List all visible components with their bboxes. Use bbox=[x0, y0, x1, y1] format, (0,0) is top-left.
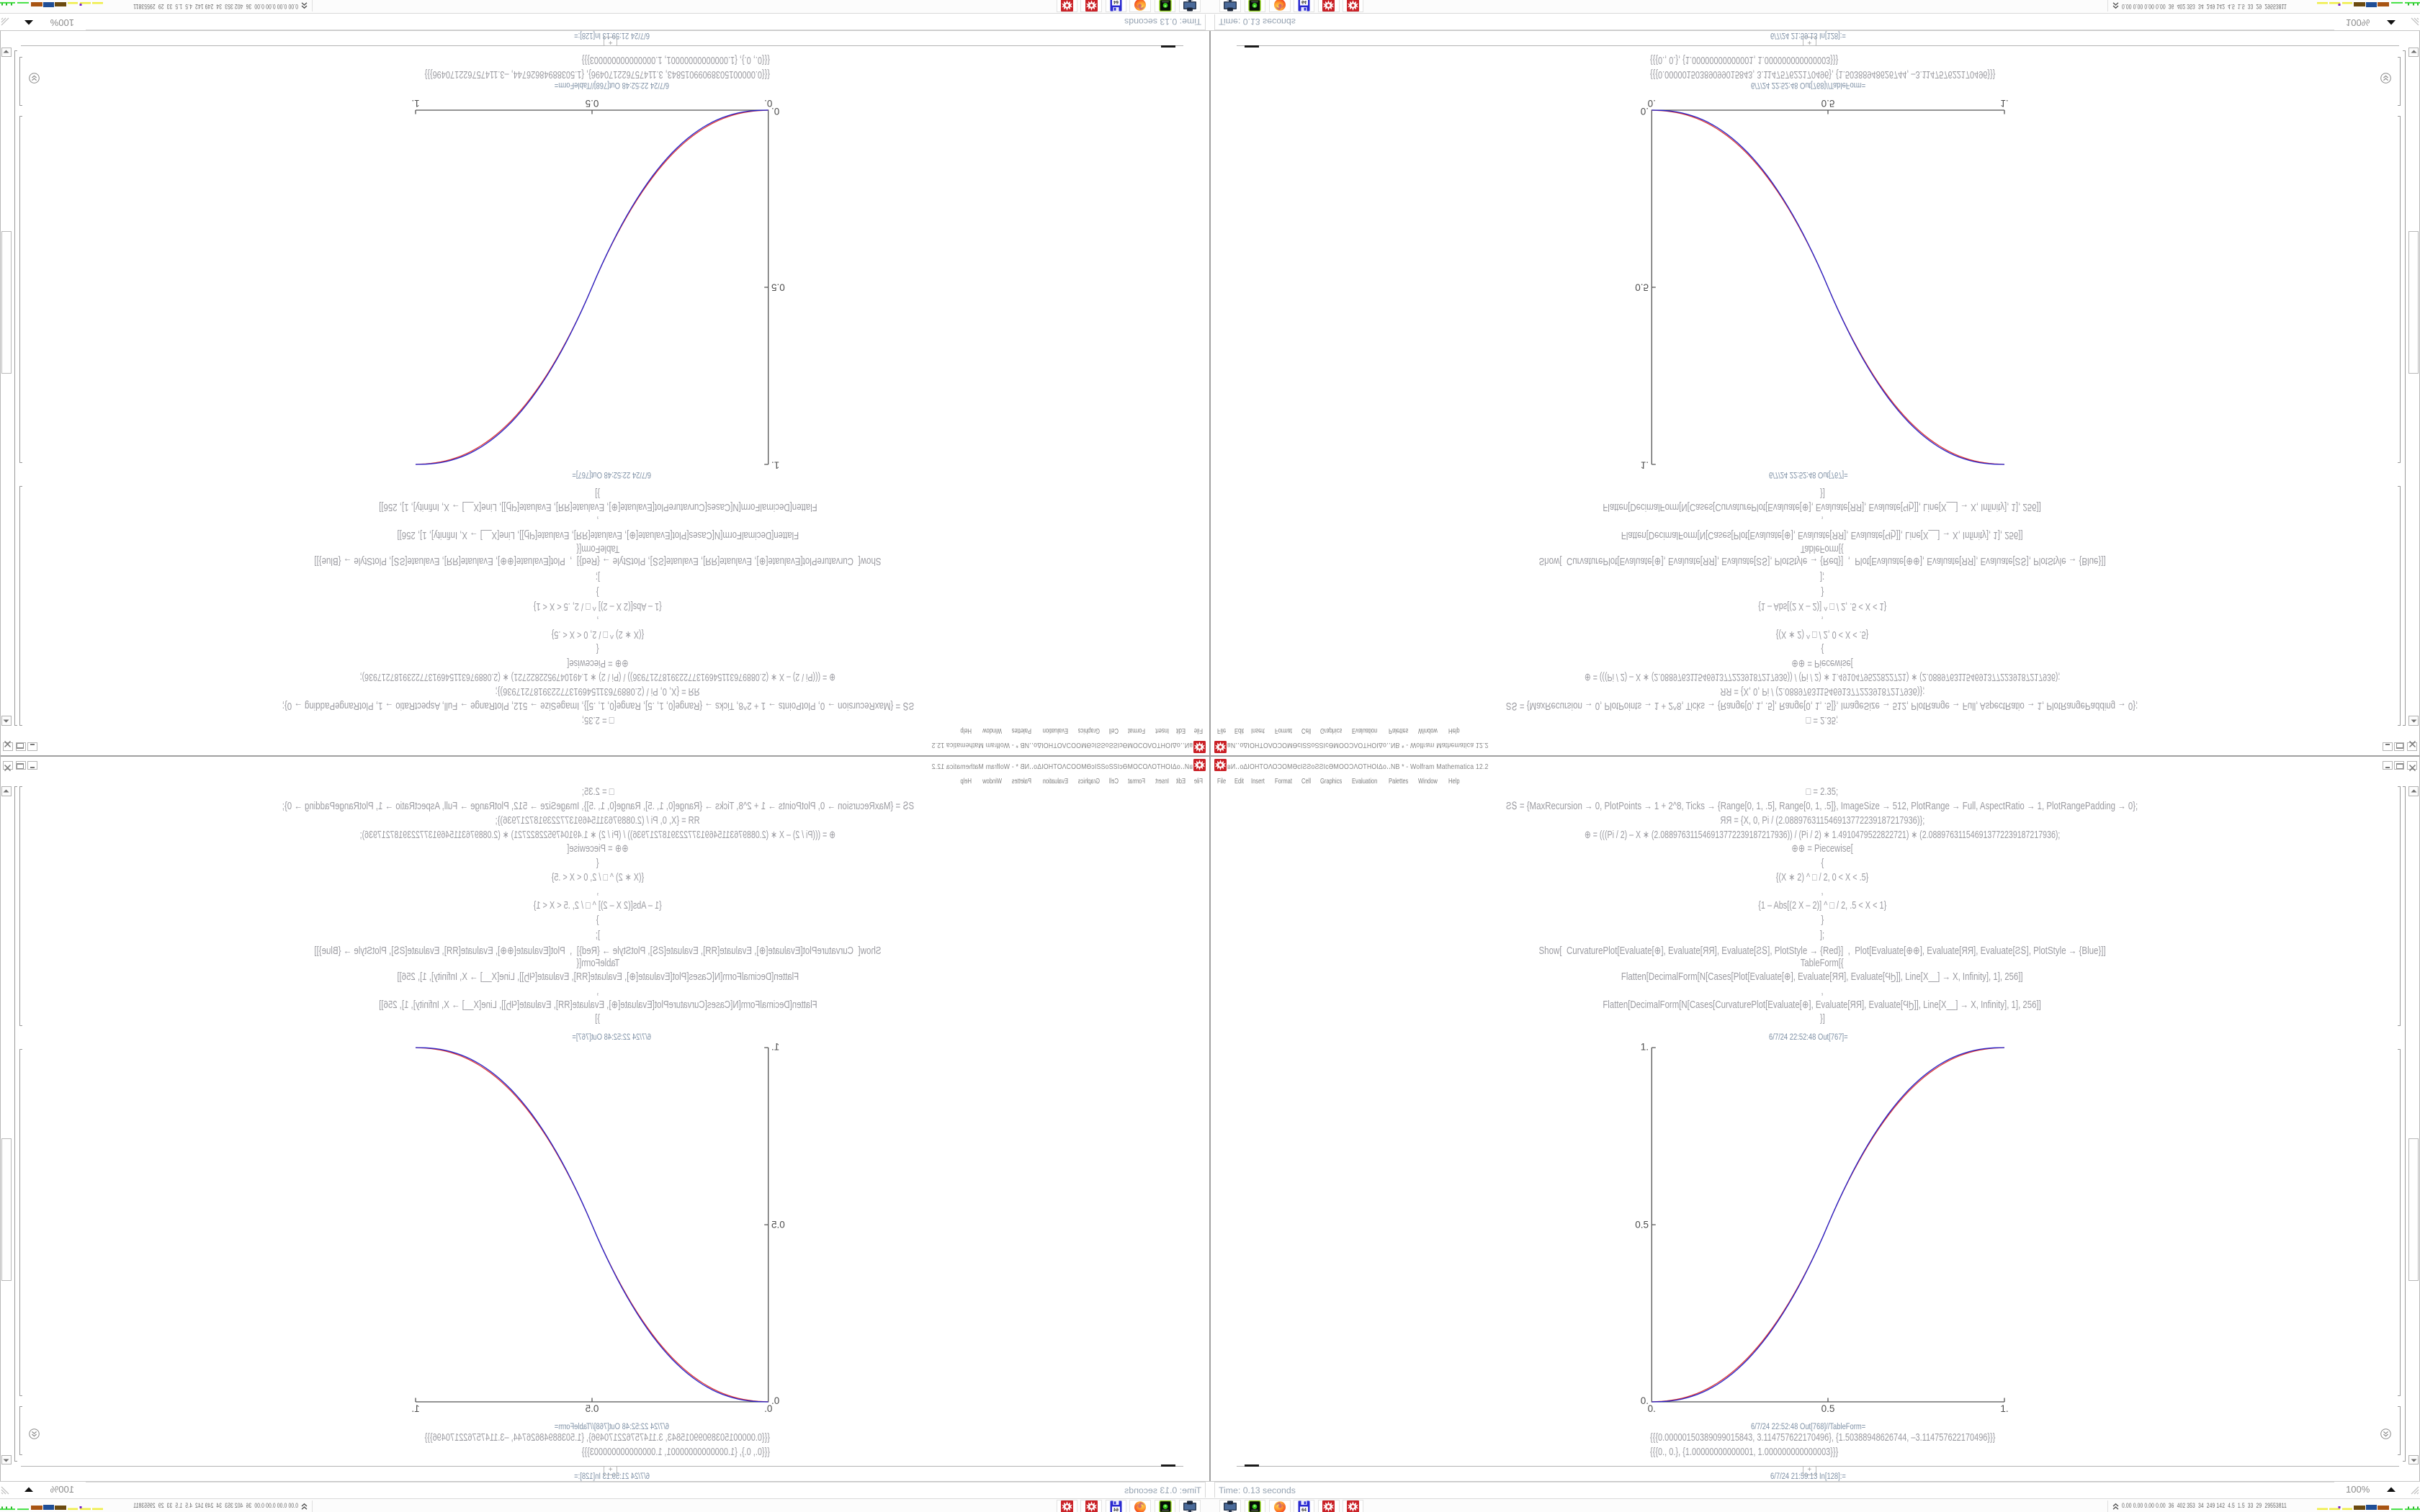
svg-text:64: 64 bbox=[1301, 0, 1307, 4]
svg-text:0.: 0. bbox=[764, 98, 772, 109]
svg-text:1.: 1. bbox=[411, 98, 419, 109]
svg-text:0.5: 0.5 bbox=[1635, 282, 1649, 293]
svg-text:1.: 1. bbox=[411, 1403, 419, 1414]
svg-text:0.5: 0.5 bbox=[771, 282, 785, 293]
svg-text:0.5: 0.5 bbox=[1821, 98, 1835, 109]
svg-text:0.: 0. bbox=[771, 1395, 779, 1406]
svg-text:0.5: 0.5 bbox=[586, 98, 599, 109]
svg-text:1.: 1. bbox=[1641, 1042, 1649, 1053]
svg-text:0.5: 0.5 bbox=[586, 1403, 599, 1414]
svg-text:0.5: 0.5 bbox=[771, 1220, 785, 1230]
svg-text:1.: 1. bbox=[771, 460, 779, 471]
svg-text:64: 64 bbox=[1301, 1508, 1307, 1512]
svg-text:0.: 0. bbox=[1648, 98, 1656, 109]
svg-text:0.5: 0.5 bbox=[1635, 1220, 1649, 1230]
svg-text:0.: 0. bbox=[771, 106, 779, 117]
svg-text:1.: 1. bbox=[1641, 460, 1649, 471]
svg-text:64: 64 bbox=[1113, 1508, 1119, 1512]
svg-text:1.: 1. bbox=[2000, 98, 2008, 109]
svg-text:0.: 0. bbox=[1641, 1395, 1649, 1406]
svg-text:0.: 0. bbox=[1641, 106, 1649, 117]
svg-text:1.: 1. bbox=[771, 1042, 779, 1053]
svg-text:0.: 0. bbox=[764, 1403, 772, 1414]
svg-text:0.: 0. bbox=[1648, 1403, 1656, 1414]
svg-text:0.5: 0.5 bbox=[1821, 1403, 1835, 1414]
svg-text:1.: 1. bbox=[2000, 1403, 2008, 1414]
svg-text:64: 64 bbox=[1113, 0, 1119, 4]
